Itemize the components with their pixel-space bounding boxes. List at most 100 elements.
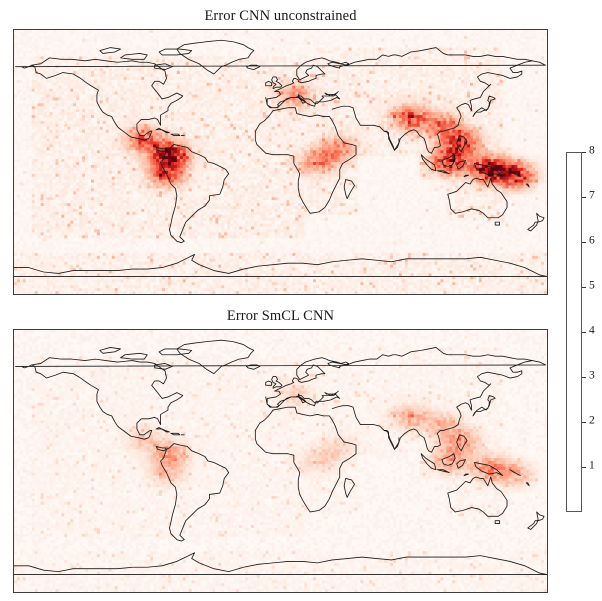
error-cell [82,123,86,128]
error-cell [132,91,136,95]
error-cell [162,59,166,63]
error-cell [58,232,62,236]
error-cell [67,200,71,204]
error-cell [37,223,42,227]
error-cell [120,288,125,292]
error-cell [138,135,142,139]
error-cell [138,255,142,260]
error-cell [150,247,154,251]
error-cell [138,50,142,54]
error-cell [129,150,133,154]
error-cell [99,68,104,72]
error-cell [70,282,74,286]
error-cell [31,197,36,201]
error-cell [156,208,160,213]
error-cell [25,264,30,269]
error-cell [179,205,184,210]
error-cell [141,100,145,104]
error-cell [179,200,184,204]
error-cell [64,191,68,195]
error-cell [167,100,172,104]
error-cell [179,211,184,216]
error-cell [79,153,83,157]
error-cell [31,159,36,163]
error-cell [132,120,136,125]
error-cell [165,182,169,186]
error-cell [147,244,151,248]
error-cell [165,220,169,225]
error-cell [176,208,181,213]
error-cell [31,208,36,213]
error-cell [25,153,30,157]
error-cell [52,44,56,49]
error-cell [61,38,65,43]
error-cell [19,147,24,151]
error-cell [14,85,18,90]
error-cell [132,264,136,269]
error-cell [135,238,139,242]
error-cell [55,258,59,263]
error-cell [176,109,181,113]
error-cell [16,53,21,57]
error-cell [126,91,130,95]
error-cell [173,185,178,189]
error-cell [88,173,92,178]
error-cell [165,285,169,289]
error-cell [159,273,163,277]
error-cell [102,30,107,34]
error-cell [19,50,24,54]
error-cell [159,85,163,90]
error-cell [156,203,160,207]
error-cell [49,182,53,186]
error-cell [99,118,104,122]
error-cell [144,76,148,81]
error-cell [132,126,136,131]
error-cell [170,123,175,128]
error-cell [138,235,142,239]
error-cell [170,250,175,254]
error-cell [114,285,119,289]
error-cell [70,220,74,225]
error-cell [138,85,142,90]
error-cell [162,144,166,148]
error-cell [37,56,42,60]
error-cell [85,50,89,54]
error-cell [147,214,151,219]
error-cell [105,132,110,137]
error-cell [73,173,77,178]
error-cell [76,159,80,163]
error-cell [182,285,187,289]
error-cell [176,138,181,142]
error-cell [153,247,157,251]
error-cell [46,167,50,172]
error-cell [165,41,169,46]
error-cell [159,126,163,131]
error-cell [126,144,130,148]
error-cell [46,109,50,113]
error-cell [28,109,33,113]
error-cell [58,194,62,198]
error-cell [102,65,107,69]
error-cell [111,41,116,46]
error-cell [165,103,169,107]
error-cell [88,156,92,160]
error-cell [73,71,77,75]
error-cell [76,59,80,63]
error-cell [46,217,50,222]
error-cell [132,141,136,145]
error-cell [173,150,178,154]
error-cell [99,71,104,75]
error-cell [99,129,104,134]
error-cell [120,126,125,131]
error-cell [99,217,104,222]
error-cell [96,282,101,286]
error-cell [19,194,24,198]
error-cell [46,205,50,210]
error-cell [52,208,56,213]
error-cell [88,179,92,183]
error-cell [126,76,130,81]
error-cell [43,115,48,119]
error-cell [150,135,154,139]
error-cell [138,115,142,119]
error-cell [138,273,142,277]
